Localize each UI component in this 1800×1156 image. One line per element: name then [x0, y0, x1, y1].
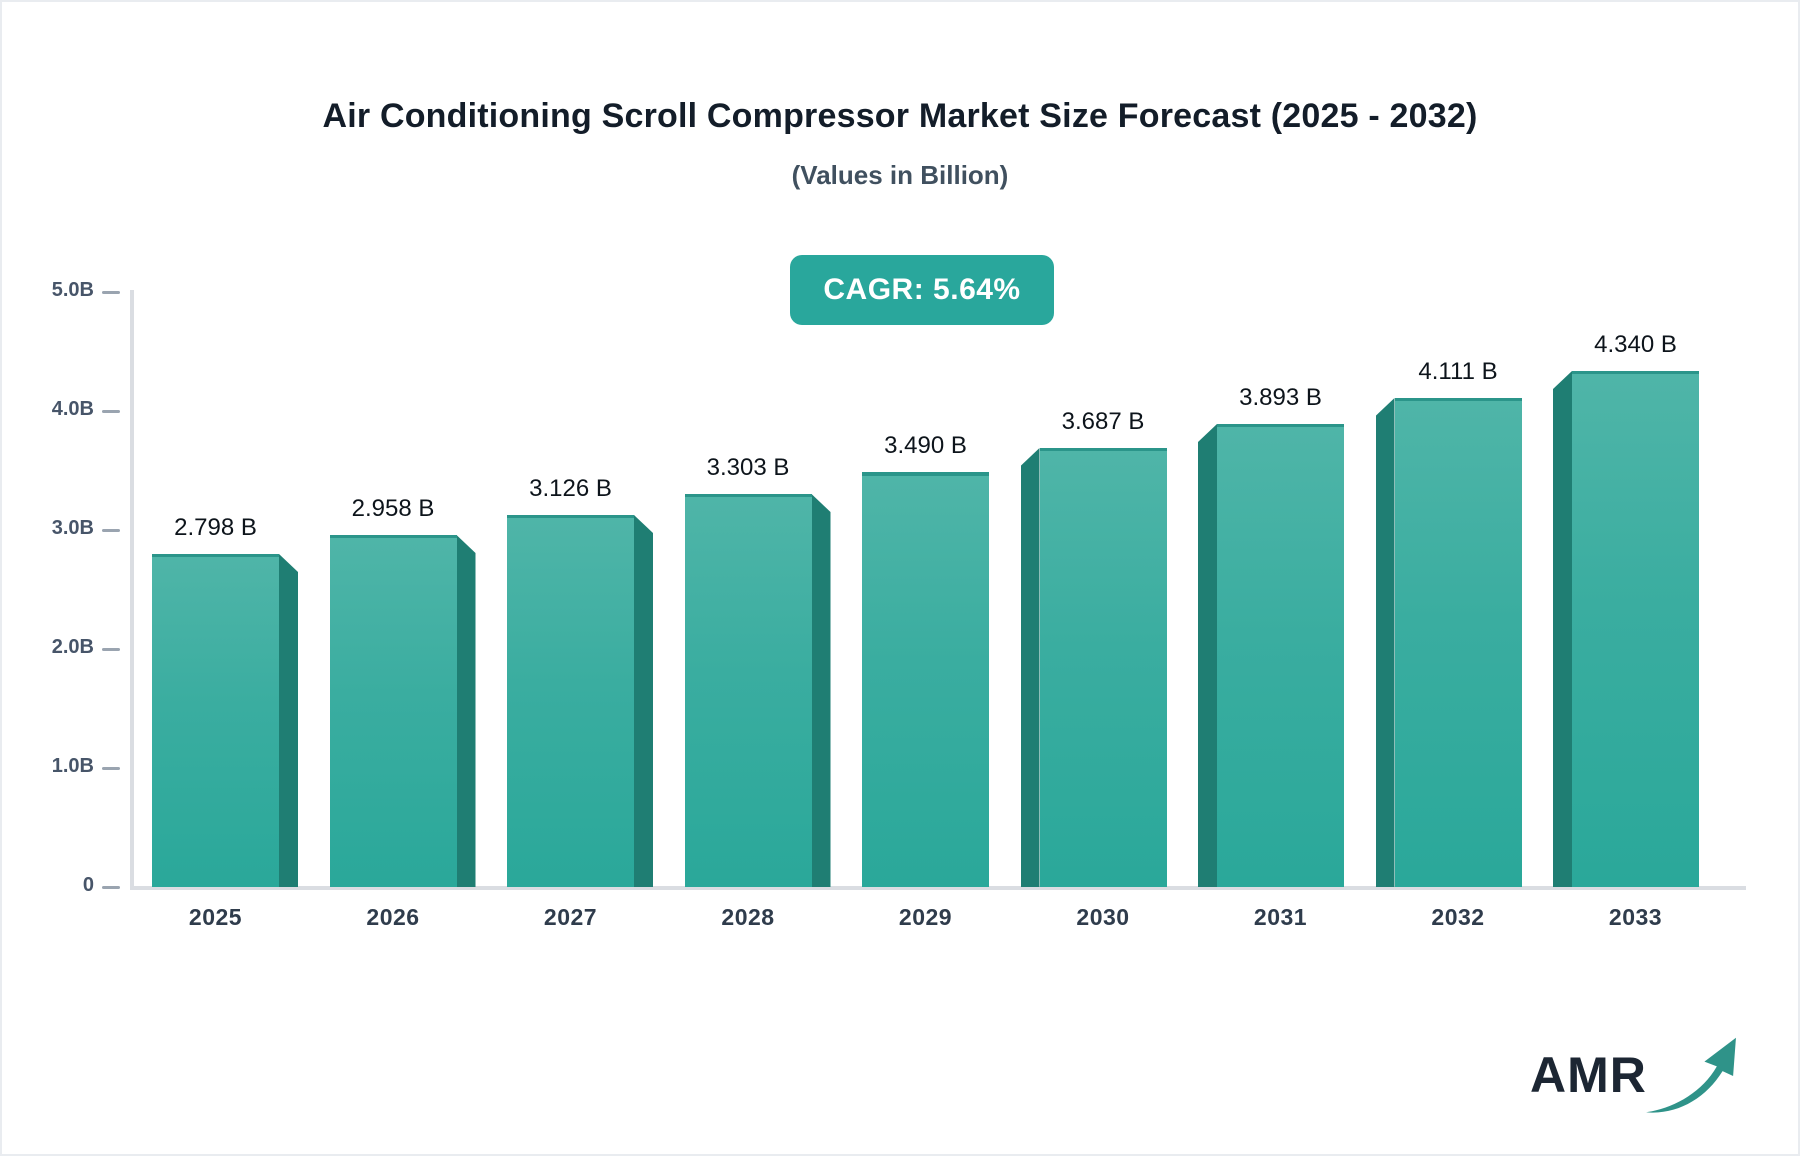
bar-2033-3d-side [1553, 371, 1572, 887]
bar-2026 [329, 535, 457, 887]
y-axis-tick-label-1.0B: 1.0B [51, 755, 94, 777]
x-axis-label-2025: 2025 [188, 904, 243, 930]
chart-title: Air Conditioning Scroll Compressor Marke… [322, 97, 1478, 135]
bar-2030-3d-side [1020, 448, 1040, 887]
y-axis-tick-mark [102, 528, 120, 532]
bar-2030 [1039, 448, 1167, 887]
x-axis-line [130, 886, 1746, 890]
bar-2032 [1394, 398, 1522, 887]
x-axis-label-2033: 2033 [1608, 904, 1663, 930]
y-axis-tick-label-2.0B: 2.0B [51, 636, 94, 658]
y-axis-line [130, 290, 134, 890]
x-axis-label-2032: 2032 [1431, 904, 1485, 930]
bar-2025 [152, 554, 279, 887]
y-axis-tick-mark [102, 409, 120, 413]
bar-2032-3d-side [1375, 398, 1395, 887]
cagr-badge-label: CAGR: 5.64% [823, 273, 1021, 306]
bar-value-label-2031: 3.893 B [1239, 384, 1322, 411]
bar-value-label-2033: 4.340 B [1594, 331, 1677, 358]
bar-value-label-2030: 3.687 B [1061, 408, 1145, 435]
x-axis-label-2030: 2030 [1076, 904, 1130, 930]
bar-2028-3d-side [811, 494, 831, 887]
bar-2033 [1572, 371, 1699, 887]
y-axis-tick-mark [102, 885, 120, 889]
amr-logo-text: AMR [1530, 1047, 1647, 1103]
trend-up-arrow-icon [1646, 1037, 1736, 1113]
bar-2028 [684, 494, 812, 887]
bar-value-label-2027: 3.126 B [529, 475, 612, 502]
y-axis-tick-label-3.0B: 3.0B [51, 517, 94, 539]
bar-value-label-2029: 3.490 B [884, 432, 967, 459]
y-axis-tick-label-0: 0 [82, 874, 94, 896]
y-axis-tick-label-4.0B: 4.0B [51, 398, 94, 420]
bar-value-label-2028: 3.303 B [706, 454, 790, 481]
y-axis-tick-mark [102, 766, 120, 770]
cagr-badge: CAGR: 5.64% [790, 255, 1054, 325]
bar-2027 [507, 515, 634, 887]
y-axis-tick-label-5.0B: 5.0B [51, 279, 94, 301]
bar-2029 [862, 472, 989, 887]
bar-value-label-2032: 4.111 B [1418, 358, 1498, 385]
bar-value-label-2026: 2.958 B [351, 495, 435, 522]
x-axis-label-2031: 2031 [1253, 904, 1308, 930]
bar-2031 [1217, 424, 1344, 887]
y-axis-tick-mark [102, 647, 120, 651]
bar-2031-3d-side [1198, 424, 1217, 887]
bar-2026-3d-side [456, 535, 476, 887]
bar-value-label-2025: 2.798 B [174, 514, 257, 541]
y-axis-tick-mark [102, 290, 120, 294]
x-axis-label-2028: 2028 [721, 904, 775, 930]
bar-2027-3d-side [634, 515, 653, 887]
x-axis-label-2026: 2026 [366, 904, 420, 930]
x-axis-label-2027: 2027 [543, 904, 598, 930]
amr-logo: AMR [1530, 1032, 1750, 1118]
x-axis-label-2029: 2029 [898, 904, 953, 930]
bar-2025-3d-side [279, 554, 298, 887]
chart-subtitle: (Values in Billion) [791, 160, 1009, 190]
